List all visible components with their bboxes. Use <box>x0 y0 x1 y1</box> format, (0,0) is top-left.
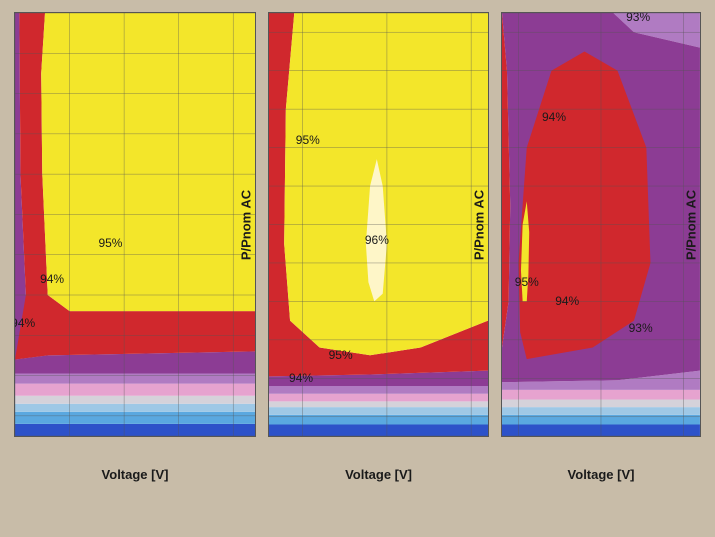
panel-3: 93%94%95%94%93%300V400V500V5%10%20%30%40… <box>501 12 701 482</box>
panel-2: 94%95%95%96%300V400V500V5%10%20%30%40%50… <box>268 12 489 482</box>
x-axis-label: Voltage [V] <box>268 437 489 482</box>
y-axis-label: P/Pnom AC <box>683 189 698 259</box>
y-axis-label: P/Pnom AC <box>238 189 253 259</box>
x-axis-label: Voltage [V] <box>501 437 701 482</box>
plot-area-2: 94%95%95%96%300V400V500V5%10%20%30%40%50… <box>268 12 489 437</box>
x-axis-label: Voltage [V] <box>14 437 256 482</box>
panel-1: 94%94%95%200V300V400V500V600V5%10%20%30%… <box>14 12 256 482</box>
y-axis-label: P/Pnom AC <box>471 189 486 259</box>
plot-area-1: 94%94%95%200V300V400V500V600V5%10%20%30%… <box>14 12 256 437</box>
plot-area-3: 93%94%95%94%93%300V400V500V5%10%20%30%40… <box>501 12 701 437</box>
panels-container: 94%94%95%200V300V400V500V600V5%10%20%30%… <box>0 0 715 490</box>
